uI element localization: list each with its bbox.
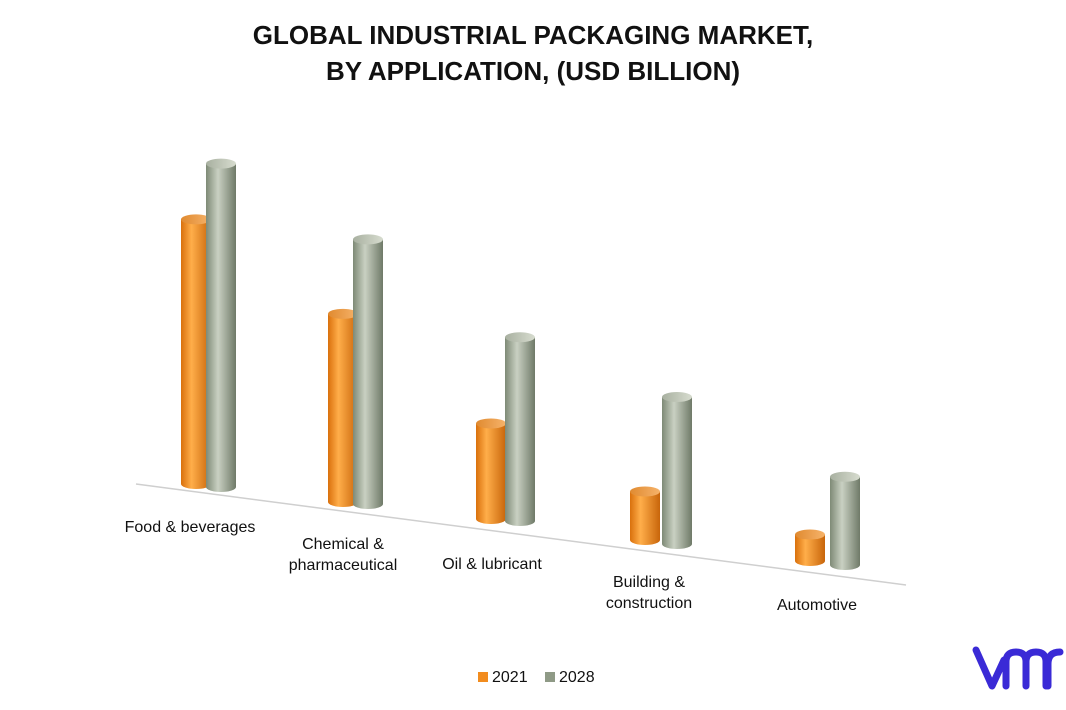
legend-label-2028: 2028 bbox=[559, 669, 595, 686]
bar-cap-2028-0 bbox=[206, 158, 236, 169]
bar-cap-2028-1 bbox=[353, 234, 383, 245]
bar-cap-2021-1 bbox=[328, 308, 358, 319]
bar-cap-2021-3 bbox=[630, 486, 660, 497]
bar-2028-2 bbox=[505, 337, 535, 526]
bar-2028-0 bbox=[206, 163, 236, 492]
chart-title-line-1: GLOBAL INDUSTRIAL PACKAGING MARKET, bbox=[253, 20, 813, 50]
bars-group bbox=[181, 158, 860, 570]
category-label-2: Oil & lubricant bbox=[442, 556, 542, 573]
bar-2028-3 bbox=[662, 397, 692, 549]
vmr-logo bbox=[972, 646, 1064, 690]
category-label-0: Food & beverages bbox=[125, 519, 256, 536]
category-label-1-line-1: pharmaceutical bbox=[289, 557, 398, 574]
category-label-3-line-1: construction bbox=[606, 595, 692, 612]
category-label-4: Automotive bbox=[777, 597, 857, 614]
legend-swatch-2021 bbox=[478, 672, 488, 682]
category-label-2-line-0: Oil & lubricant bbox=[442, 556, 542, 573]
bar-2021-4 bbox=[795, 534, 825, 566]
bar-2021-0 bbox=[181, 219, 211, 489]
category-label-1-line-0: Chemical & bbox=[302, 536, 384, 553]
category-label-3-line-0: Building & bbox=[613, 574, 685, 591]
category-label-3: Building & construction bbox=[606, 574, 692, 612]
logo-v-mark bbox=[972, 646, 1008, 690]
category-label-4-line-0: Automotive bbox=[777, 597, 857, 614]
logo-m-mark bbox=[1002, 648, 1050, 690]
category-labels: Food & beverages Chemical & pharmaceutical… bbox=[125, 519, 857, 614]
bar-2021-1 bbox=[328, 313, 358, 507]
logo-r-mark bbox=[1044, 648, 1064, 690]
bar-cap-2028-4 bbox=[830, 471, 860, 482]
chart-title-line-2: BY APPLICATION, (USD BILLION) bbox=[326, 56, 740, 86]
bar-cap-2021-0 bbox=[181, 214, 211, 225]
bar-2021-2 bbox=[476, 423, 506, 524]
chart-title: GLOBAL INDUSTRIAL PACKAGING MARKET, BY A… bbox=[253, 20, 813, 86]
bar-2028-1 bbox=[353, 239, 383, 509]
legend-label-2021: 2021 bbox=[492, 669, 528, 686]
bar-cap-2028-3 bbox=[662, 392, 692, 402]
bar-cap-2021-4 bbox=[795, 529, 825, 540]
category-label-1: Chemical & pharmaceutical bbox=[289, 536, 398, 574]
bar-2028-4 bbox=[830, 476, 860, 570]
bar-cap-2021-2 bbox=[476, 418, 506, 429]
baseline bbox=[135, 483, 907, 586]
bar-cap-2028-2 bbox=[505, 332, 535, 343]
legend-swatch-2028 bbox=[545, 672, 555, 682]
legend: 2021 2028 bbox=[478, 669, 595, 686]
category-label-0-line-0: Food & beverages bbox=[125, 519, 256, 536]
bar-2021-3 bbox=[630, 491, 660, 545]
